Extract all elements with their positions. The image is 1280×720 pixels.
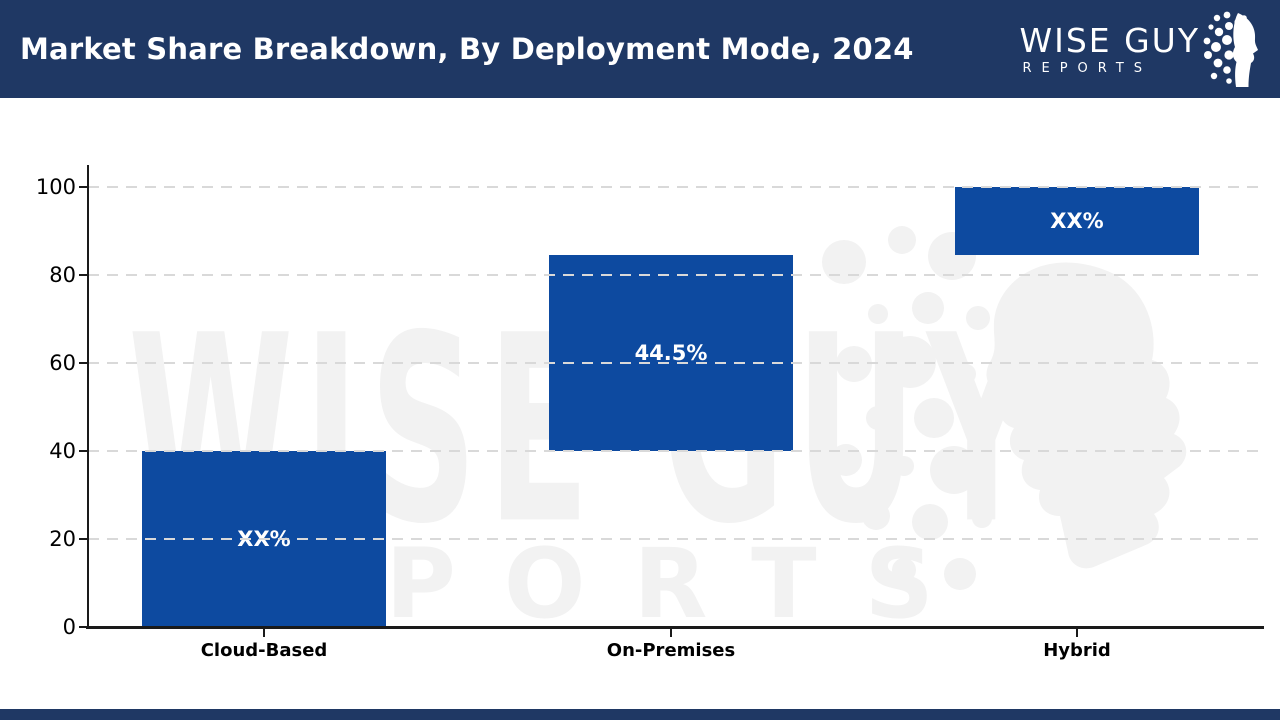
- logo-wordmark: WISE GUY: [1019, 21, 1200, 60]
- bar-on-premises: 44.5%: [549, 255, 793, 451]
- x-tick-mark-0: [263, 629, 265, 637]
- logo-text: WISE GUY REPORTS: [1019, 24, 1200, 76]
- x-category-label-1: On-Premises: [606, 640, 736, 661]
- bar-value-label: XX%: [1050, 209, 1104, 234]
- x-axis-spine: [86, 626, 1264, 629]
- logo-head-icon: [1203, 11, 1258, 87]
- gridline-40: [88, 450, 1263, 452]
- y-tick-label-100: 100: [35, 175, 76, 199]
- y-tick-mark-60: [79, 362, 87, 364]
- chart-title: Market Share Breakdown, By Deployment Mo…: [20, 32, 914, 66]
- y-tick-label-20: 20: [49, 527, 76, 551]
- x-tick-mark-1: [670, 629, 672, 637]
- logo-subtitle: REPORTS: [1022, 61, 1153, 76]
- y-axis-spine: [87, 165, 89, 629]
- y-tick-label-60: 60: [49, 351, 76, 375]
- gridline-60: [88, 362, 1263, 364]
- x-category-label-2: Hybrid: [1043, 640, 1111, 661]
- x-tick-mark-2: [1076, 629, 1078, 637]
- y-tick-mark-0: [79, 626, 87, 628]
- footer-bar: [0, 709, 1280, 720]
- bar-value-label: 44.5%: [634, 341, 708, 366]
- watermark-head-dots-graphic: [822, 226, 1187, 590]
- gridline-20: [88, 538, 1263, 540]
- y-tick-label-40: 40: [49, 439, 76, 463]
- y-tick-mark-20: [79, 538, 87, 540]
- y-tick-mark-80: [79, 274, 87, 276]
- y-tick-label-0: 0: [62, 615, 76, 639]
- x-category-label-0: Cloud-Based: [200, 640, 328, 661]
- y-tick-mark-100: [79, 186, 87, 188]
- bar-hybrid: XX%: [955, 187, 1199, 256]
- header-bar: Market Share Breakdown, By Deployment Mo…: [0, 0, 1280, 98]
- y-tick-label-80: 80: [49, 263, 76, 287]
- gridline-80: [88, 274, 1263, 276]
- gridline-100: [88, 186, 1263, 188]
- wise-guy-reports-logo: WISE GUY REPORTS: [1019, 8, 1266, 92]
- y-tick-mark-40: [79, 450, 87, 452]
